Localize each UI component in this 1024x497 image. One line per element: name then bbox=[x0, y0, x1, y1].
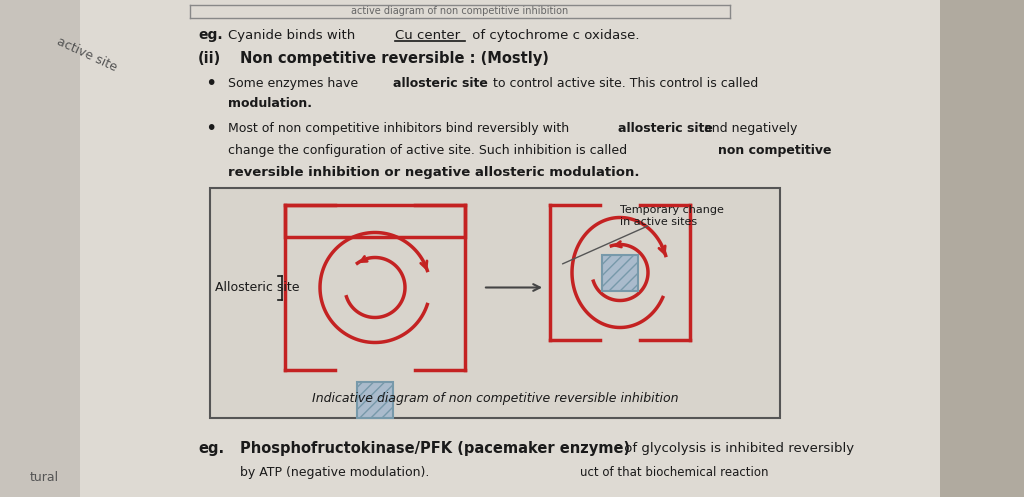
Text: Cyanide binds with: Cyanide binds with bbox=[228, 28, 359, 42]
Bar bbox=[602, 254, 638, 291]
Text: Allosteric site: Allosteric site bbox=[215, 281, 299, 294]
Text: non competitive: non competitive bbox=[718, 144, 831, 157]
Text: Non competitive reversible : (Mostly): Non competitive reversible : (Mostly) bbox=[240, 51, 549, 66]
Text: eg.: eg. bbox=[198, 28, 222, 42]
Text: allosteric site: allosteric site bbox=[618, 121, 713, 135]
Text: to control active site. This control is called: to control active site. This control is … bbox=[489, 77, 758, 89]
Text: uct of that biochemical reaction: uct of that biochemical reaction bbox=[580, 466, 768, 479]
Polygon shape bbox=[0, 0, 130, 497]
Text: active diagram of non competitive inhibition: active diagram of non competitive inhibi… bbox=[351, 6, 568, 16]
Text: and negatively: and negatively bbox=[700, 121, 798, 135]
Text: •: • bbox=[205, 118, 216, 138]
Text: eg.: eg. bbox=[198, 440, 224, 455]
Text: Indicative diagram of non competitive reversible inhibition: Indicative diagram of non competitive re… bbox=[311, 392, 678, 405]
Text: of glycolysis is inhibited reversibly: of glycolysis is inhibited reversibly bbox=[620, 441, 854, 454]
Bar bbox=[210, 188, 780, 418]
Text: Most of non competitive inhibitors bind reversibly with: Most of non competitive inhibitors bind … bbox=[228, 121, 573, 135]
Text: allosteric site: allosteric site bbox=[393, 77, 487, 89]
Text: •: • bbox=[205, 74, 216, 92]
Bar bbox=[80, 0, 940, 497]
Text: Phosphofructokinase/PFK (pacemaker enzyme): Phosphofructokinase/PFK (pacemaker enzym… bbox=[240, 440, 630, 455]
Text: of cytochrome c oxidase.: of cytochrome c oxidase. bbox=[468, 28, 640, 42]
Text: reversible inhibition or negative allosteric modulation.: reversible inhibition or negative allost… bbox=[228, 166, 640, 178]
Text: by ATP (negative modulation).: by ATP (negative modulation). bbox=[240, 466, 429, 479]
Text: (ii): (ii) bbox=[198, 51, 221, 66]
Text: change the configuration of active site. Such inhibition is called: change the configuration of active site.… bbox=[228, 144, 631, 157]
Text: active site: active site bbox=[55, 35, 119, 75]
Bar bbox=[357, 382, 393, 418]
Bar bbox=[940, 0, 1024, 497]
Text: Temporary change
in active sites: Temporary change in active sites bbox=[620, 205, 724, 228]
Text: Some enzymes have: Some enzymes have bbox=[228, 77, 362, 89]
Text: Cu center: Cu center bbox=[395, 28, 460, 42]
Text: tural: tural bbox=[30, 471, 59, 484]
Bar bbox=[285, 205, 465, 237]
Text: modulation.: modulation. bbox=[228, 96, 312, 109]
